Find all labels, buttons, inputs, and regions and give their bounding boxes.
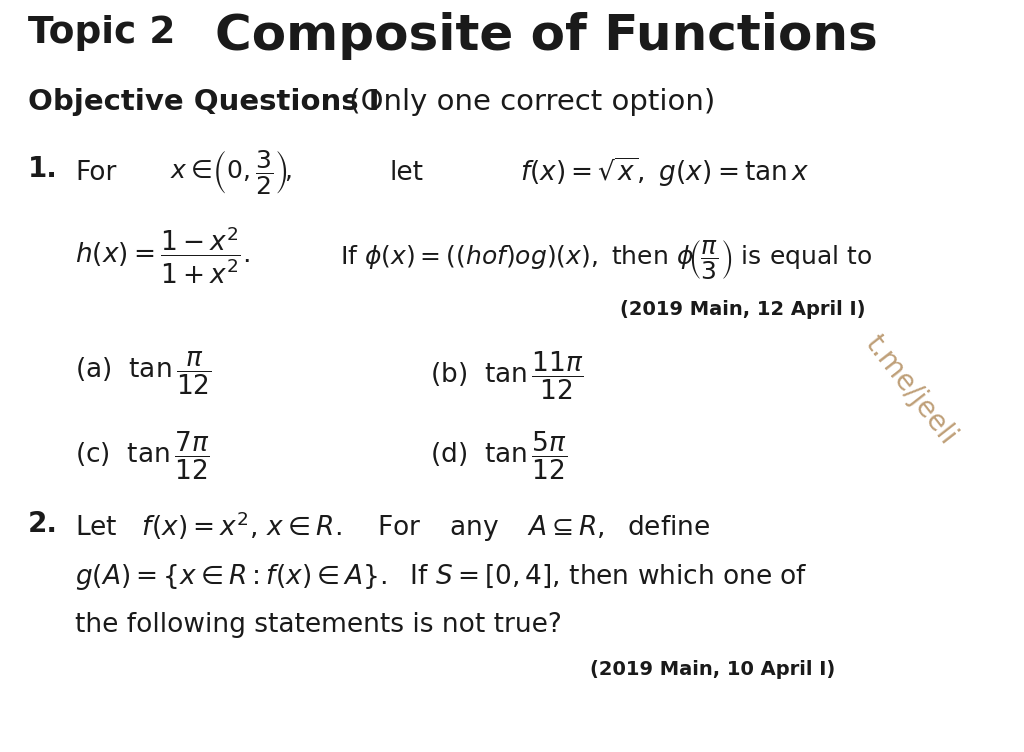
Text: (2019 Main, 10 April I): (2019 Main, 10 April I): [590, 660, 836, 679]
Text: 1.: 1.: [28, 155, 58, 183]
Text: (b)  $\tan\dfrac{11\pi}{12}$: (b) $\tan\dfrac{11\pi}{12}$: [430, 350, 584, 402]
Text: $\mathrm{If}\ \phi(x)=((hof)og)(x),\ \mathrm{then}\ \phi\!\left(\dfrac{\pi}{3}\r: $\mathrm{If}\ \phi(x)=((hof)og)(x),\ \ma…: [340, 238, 872, 282]
Text: let: let: [390, 160, 424, 186]
Text: $g(A)=\{x\in R: f(x)\in A\}.$  If $S=[0,4]$, then which one of: $g(A)=\{x\in R: f(x)\in A\}.$ If $S=[0,4…: [75, 562, 808, 592]
Text: Let$\quad f(x)=x^2,\,x\in R.\quad\,$For$\quad\,$any$\quad\, A\subseteq R,$  defi: Let$\quad f(x)=x^2,\,x\in R.\quad\,$For$…: [75, 510, 711, 544]
Text: the following statements is not true?: the following statements is not true?: [75, 612, 562, 638]
Text: 2.: 2.: [28, 510, 58, 538]
Text: (d)  $\tan\dfrac{5\pi}{12}$: (d) $\tan\dfrac{5\pi}{12}$: [430, 430, 567, 482]
Text: $x\in\!\left(0,\dfrac{3}{2}\right)\!,$: $x\in\!\left(0,\dfrac{3}{2}\right)\!,$: [170, 148, 292, 196]
Text: (Only one correct option): (Only one correct option): [340, 88, 715, 116]
Text: $h(x)=\dfrac{1-x^2}{1+x^2}.$: $h(x)=\dfrac{1-x^2}{1+x^2}.$: [75, 225, 250, 287]
Text: $f(x)=\sqrt{x},\ g(x)=\tan x$: $f(x)=\sqrt{x},\ g(x)=\tan x$: [520, 155, 810, 189]
Text: (a)  $\tan\dfrac{\pi}{12}$: (a) $\tan\dfrac{\pi}{12}$: [75, 350, 212, 397]
Text: Topic 2: Topic 2: [28, 15, 175, 51]
Text: (2019 Main, 12 April I): (2019 Main, 12 April I): [620, 300, 865, 319]
Text: Objective Questions I: Objective Questions I: [28, 88, 380, 116]
Text: Composite of Functions: Composite of Functions: [215, 12, 878, 60]
Text: For: For: [75, 160, 117, 186]
Text: (c)  $\tan\dfrac{7\pi}{12}$: (c) $\tan\dfrac{7\pi}{12}$: [75, 430, 210, 482]
Text: t.me/jeeli: t.me/jeeli: [859, 330, 962, 450]
